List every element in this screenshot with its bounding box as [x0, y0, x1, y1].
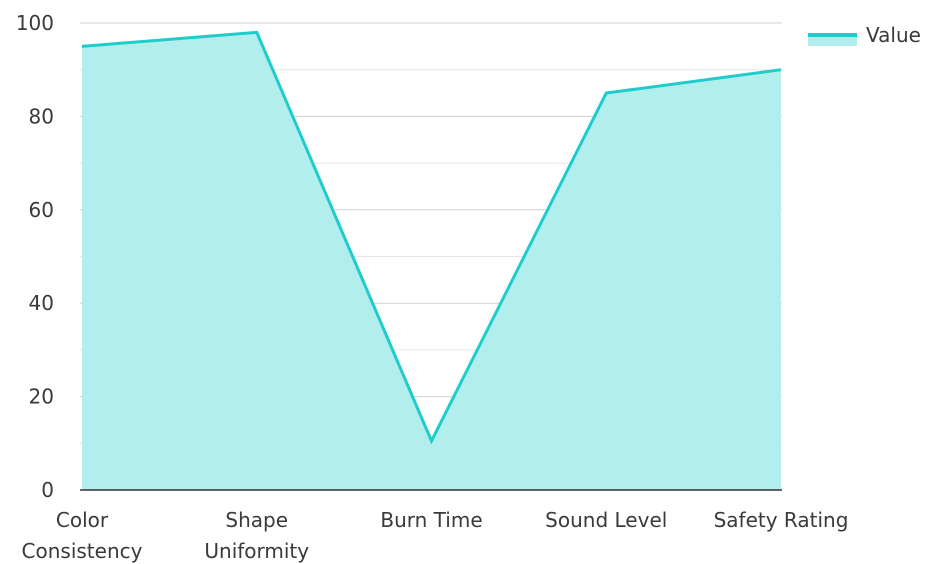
x-tick-label: Safety Rating	[714, 508, 849, 532]
y-tick-label: 80	[29, 104, 54, 128]
series-line	[81, 30, 782, 445]
x-tick-label: Burn Time	[380, 508, 482, 532]
y-tick-label: 100	[16, 11, 54, 35]
legend-label: Value	[866, 23, 921, 47]
x-tick-label: Color Consistency	[22, 508, 143, 563]
x-axis: Color Consistency Shape Uniformity Burn Time…	[22, 508, 849, 563]
x-tick-label: Sound Level	[545, 508, 667, 532]
legend: Value	[808, 23, 921, 47]
y-axis: 0 20 40 60 80 100	[16, 11, 54, 502]
y-tick-label: 0	[41, 478, 54, 502]
y-tick-label: 60	[29, 198, 54, 222]
series-area-fill	[82, 32, 781, 491]
y-tick-label: 40	[29, 291, 54, 315]
y-tick-label: 20	[29, 385, 54, 409]
plot-area	[80, 30, 782, 491]
x-tick-label: Shape Uniformity	[204, 508, 309, 563]
